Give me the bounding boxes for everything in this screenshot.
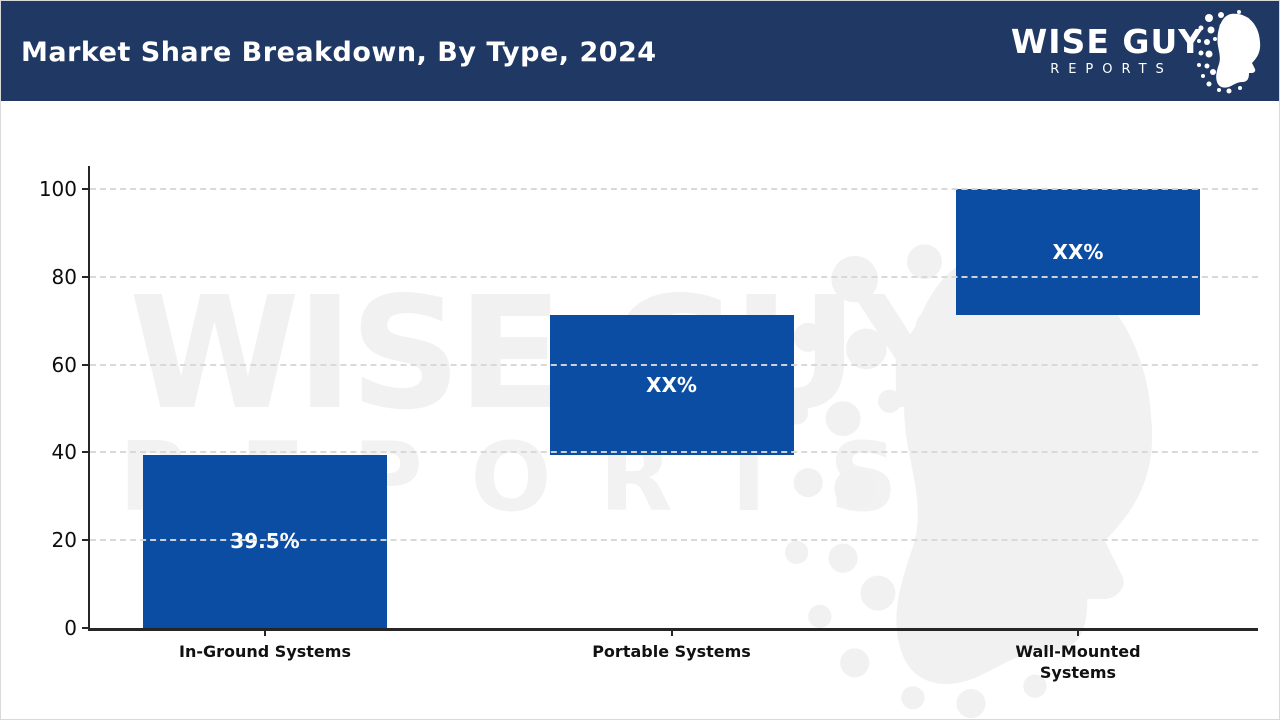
gridline-20 [90, 539, 1258, 542]
face-profile-icon [1197, 10, 1261, 94]
y-axis-line [88, 166, 90, 630]
ytick-label-20: 20 [51, 528, 77, 553]
bar-3: XX% [956, 189, 1200, 315]
ytick-mark-0 [82, 627, 89, 629]
xtick-label-2: Portable Systems [592, 642, 751, 661]
xtick-mark-1 [264, 630, 266, 636]
xtick-label-3: Wall-Mounted Systems [1015, 642, 1141, 682]
page-title: Market Share Breakdown, By Type, 2024 [21, 37, 657, 68]
bar-value-label-2: XX% [646, 372, 697, 397]
ytick-label-80: 80 [51, 264, 77, 289]
gridline-100 [90, 188, 1258, 190]
chart-area: WISE GUY REPORTS 0 20 40 60 80 100 39.5% XX% XX%… [1, 101, 1279, 719]
ytick-mark-100 [82, 188, 89, 190]
ytick-mark-40 [82, 451, 89, 454]
logo: WISE GUY REPORTS [1011, 7, 1271, 95]
ytick-label-0: 0 [64, 616, 77, 640]
gridline-40 [90, 451, 1258, 454]
ytick-label-100: 100 [38, 177, 77, 201]
ytick-mark-60 [82, 363, 89, 366]
bar-value-label-1: 39.5% [230, 529, 300, 554]
bar-value-label-3: XX% [1052, 239, 1104, 264]
xtick-mark-2 [670, 630, 673, 636]
logo-subtitle: REPORTS [1050, 61, 1173, 77]
logo-text: WISE GUY REPORTS [1011, 25, 1202, 77]
ytick-mark-80 [82, 275, 89, 278]
x-axis-line [88, 628, 1258, 631]
xtick-label-1: In-Ground Systems [179, 642, 351, 661]
bar-2: XX% [549, 314, 794, 455]
ytick-label-40: 40 [51, 440, 77, 465]
ytick-label-60: 60 [51, 352, 77, 377]
bar-1: 39.5% [143, 454, 387, 628]
xtick-mark-3 [1077, 630, 1079, 636]
gridline-80 [90, 275, 1258, 278]
logo-wordmark: WISE GUY [1010, 22, 1204, 62]
ytick-mark-20 [82, 539, 89, 542]
gridline-60 [90, 363, 1258, 366]
header: Market Share Breakdown, By Type, 2024 WI… [1, 1, 1279, 101]
